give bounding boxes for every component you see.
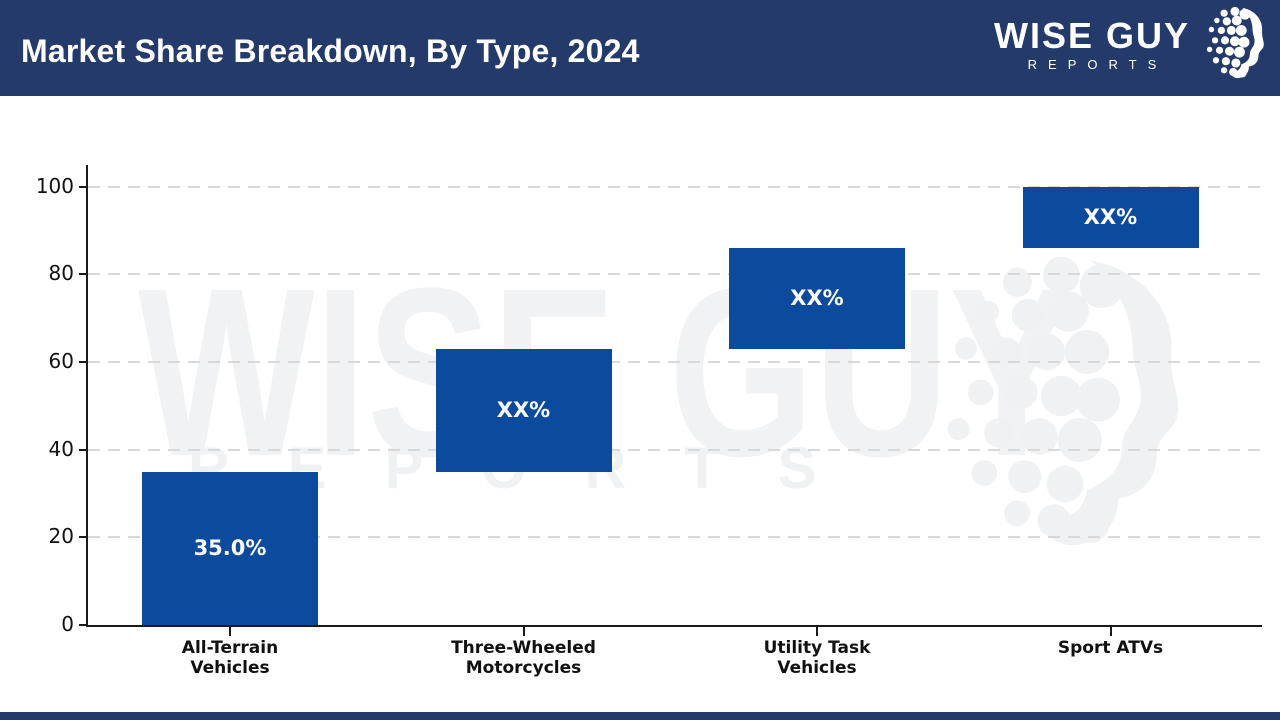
y-tick-label-40: 40 — [48, 436, 74, 461]
x-tick-mark-0 — [229, 627, 231, 636]
chart-title: Market Share Breakdown, By Type, 2024 — [21, 33, 640, 69]
gridline-100 — [88, 185, 1262, 188]
gridline-60 — [88, 360, 1262, 363]
x-tick-label-1: Three-Wheeled Motorcycles — [451, 638, 596, 678]
logo-text: WISE GUY REPORTS — [993, 14, 1190, 72]
x-tick-label-2: Utility Task Vehicles — [763, 638, 871, 678]
logo-wordmark: WISE GUY — [993, 14, 1190, 56]
y-tick-mark-60 — [79, 360, 88, 363]
y-tick-mark-40 — [79, 448, 88, 451]
x-tick-label-0: All-Terrain Vehicles — [181, 638, 279, 678]
bar-segment-2: XX% — [729, 247, 905, 349]
bar-value-label-3: XX% — [1083, 205, 1138, 230]
watermark-head-icon — [947, 256, 1179, 546]
y-tick-label-0: 0 — [61, 612, 74, 636]
y-axis-line — [86, 165, 88, 627]
gridline-20 — [88, 536, 1262, 539]
y-tick-mark-80 — [79, 273, 88, 276]
x-tick-label-3: Sport ATVs — [1057, 638, 1164, 658]
x-axis-line — [86, 625, 1262, 627]
logo: WISE GUY REPORTS — [994, 6, 1266, 82]
y-tick-label-80: 80 — [48, 261, 74, 286]
y-tick-label-60: 60 — [48, 348, 74, 373]
logo-head-icon — [1206, 6, 1264, 79]
bar-value-label-1: XX% — [496, 398, 551, 423]
bar-segment-1: XX% — [435, 348, 612, 472]
gridline-40 — [88, 448, 1262, 451]
bar-segment-0: 35.0% — [142, 471, 318, 625]
gridline-80 — [88, 273, 1262, 276]
y-tick-label-20: 20 — [48, 524, 74, 549]
y-tick-label-100: 100 — [35, 173, 74, 198]
x-tick-mark-2 — [816, 627, 818, 636]
bar-segment-3: XX% — [1022, 186, 1199, 248]
bar-value-label-0: 35.0% — [193, 536, 267, 561]
y-tick-mark-20 — [79, 536, 88, 539]
footer-bar — [0, 712, 1280, 720]
bar-value-label-2: XX% — [790, 286, 844, 311]
y-tick-mark-100 — [79, 185, 88, 188]
header-bar: Market Share Breakdown, By Type, 2024 WI… — [0, 0, 1280, 96]
y-tick-mark-0 — [79, 624, 88, 626]
logo-subtitle: REPORTS — [1027, 56, 1168, 72]
x-tick-mark-3 — [1109, 627, 1112, 636]
x-tick-mark-1 — [522, 627, 525, 636]
